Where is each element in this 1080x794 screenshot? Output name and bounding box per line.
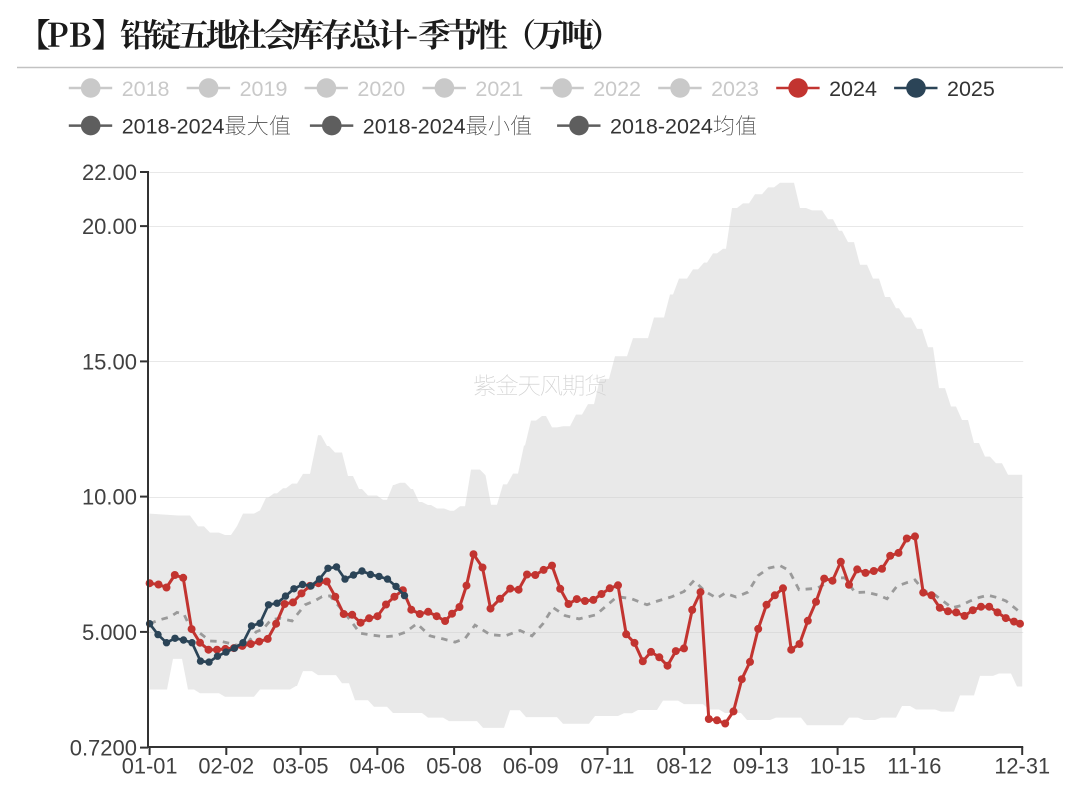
- svg-text:0.7200: 0.7200: [70, 736, 137, 761]
- svg-text:10.00: 10.00: [82, 485, 137, 510]
- svg-text:02-02: 02-02: [198, 753, 254, 778]
- svg-text:03-05: 03-05: [273, 753, 329, 778]
- svg-text:2020: 2020: [357, 77, 405, 101]
- svg-text:07-11: 07-11: [580, 753, 634, 778]
- svg-text:2023: 2023: [711, 77, 759, 101]
- svg-text:5.000: 5.000: [82, 620, 137, 645]
- svg-text:01-01: 01-01: [122, 753, 178, 778]
- svg-text:2024: 2024: [829, 77, 877, 101]
- svg-text:10-15: 10-15: [810, 753, 866, 778]
- svg-text:2025: 2025: [947, 77, 995, 101]
- svg-text:22.00: 22.00: [82, 160, 137, 185]
- svg-text:09-13: 09-13: [733, 753, 789, 778]
- svg-text:2018-2024: 2018-2024: [363, 114, 466, 138]
- svg-text:15.00: 15.00: [82, 349, 137, 374]
- svg-text:2018: 2018: [122, 77, 170, 101]
- svg-text:08-12: 08-12: [656, 753, 712, 778]
- svg-text:2018-2024: 2018-2024: [122, 114, 225, 138]
- svg-text:2021: 2021: [475, 77, 523, 101]
- svg-text:04-06: 04-06: [349, 753, 405, 778]
- svg-text:06-09: 06-09: [503, 753, 559, 778]
- svg-text:11-16: 11-16: [887, 753, 941, 778]
- svg-text:2022: 2022: [593, 77, 641, 101]
- svg-text:20.00: 20.00: [82, 214, 137, 239]
- svg-text:05-08: 05-08: [426, 753, 482, 778]
- svg-text:12-31: 12-31: [994, 753, 1050, 778]
- svg-text:2019: 2019: [240, 77, 288, 101]
- svg-text:2018-2024: 2018-2024: [610, 114, 713, 138]
